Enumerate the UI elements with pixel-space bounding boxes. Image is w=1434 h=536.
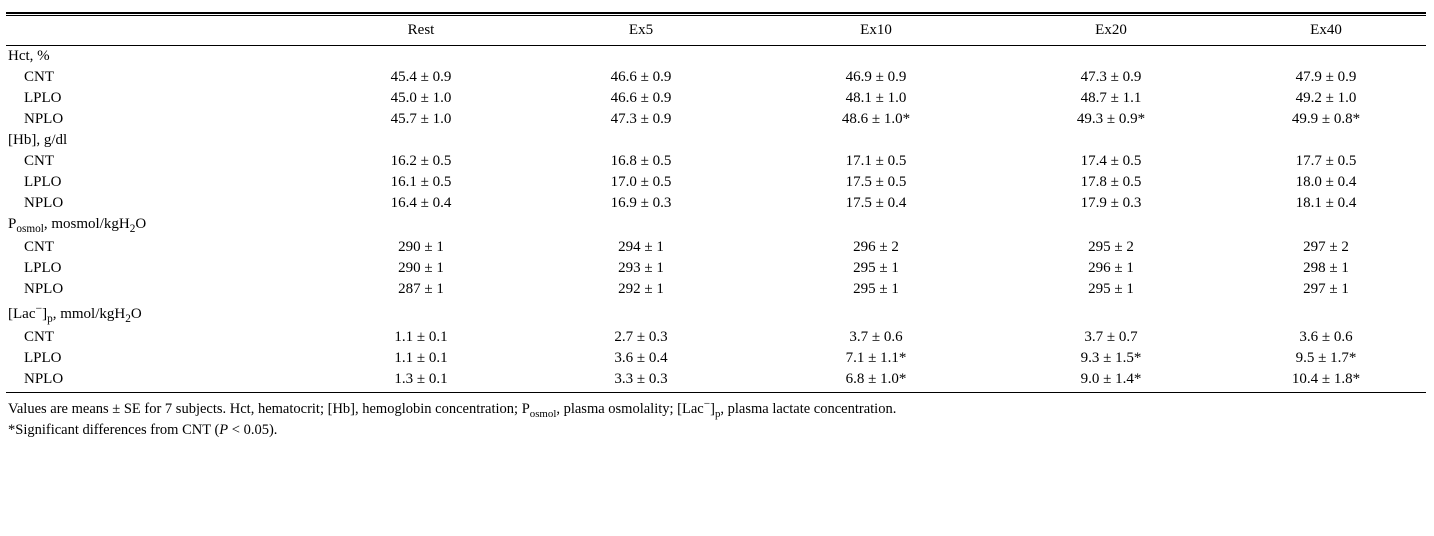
cell-value: 16.9 ± 0.3 bbox=[526, 193, 756, 214]
footnote-line1: Values are means ± SE for 7 subjects. Hc… bbox=[8, 401, 896, 417]
cell-value: 47.9 ± 0.9 bbox=[1226, 67, 1426, 88]
cell-value: 296 ± 2 bbox=[756, 237, 996, 258]
cell-value: 295 ± 2 bbox=[996, 237, 1226, 258]
cell-value: 49.2 ± 1.0 bbox=[1226, 88, 1426, 109]
cell-value: 3.7 ± 0.7 bbox=[996, 327, 1226, 348]
cell-value: 295 ± 1 bbox=[996, 279, 1226, 300]
cell-value: 16.8 ± 0.5 bbox=[526, 151, 756, 172]
group-label: [Hb], g/dl bbox=[6, 130, 1426, 151]
row-label: NPLO bbox=[6, 193, 316, 214]
cell-value: 297 ± 2 bbox=[1226, 237, 1426, 258]
cell-value: 47.3 ± 0.9 bbox=[526, 109, 756, 130]
cell-value: 17.8 ± 0.5 bbox=[996, 172, 1226, 193]
cell-value: 294 ± 1 bbox=[526, 237, 756, 258]
cell-value: 48.6 ± 1.0* bbox=[756, 109, 996, 130]
cell-value: 17.1 ± 0.5 bbox=[756, 151, 996, 172]
cell-value: 9.3 ± 1.5* bbox=[996, 348, 1226, 369]
row-label: CNT bbox=[6, 237, 316, 258]
cell-value: 3.3 ± 0.3 bbox=[526, 369, 756, 393]
cell-value: 48.7 ± 1.1 bbox=[996, 88, 1226, 109]
group-label: Posmol, mosmol/kgH2O bbox=[6, 214, 1426, 237]
row-label: LPLO bbox=[6, 348, 316, 369]
group-label: [Lac−]p, mmol/kgH2O bbox=[6, 300, 1426, 327]
row-label: NPLO bbox=[6, 279, 316, 300]
footnote-line2: *Significant differences from CNT (P < 0… bbox=[8, 422, 277, 438]
cell-value: 1.3 ± 0.1 bbox=[316, 369, 526, 393]
cell-value: 1.1 ± 0.1 bbox=[316, 348, 526, 369]
cell-value: 1.1 ± 0.1 bbox=[316, 327, 526, 348]
cell-value: 17.7 ± 0.5 bbox=[1226, 151, 1426, 172]
row-label: CNT bbox=[6, 327, 316, 348]
cell-value: 18.1 ± 0.4 bbox=[1226, 193, 1426, 214]
table-footnote: Values are means ± SE for 7 subjects. Hc… bbox=[6, 393, 1426, 441]
cell-value: 49.3 ± 0.9* bbox=[996, 109, 1226, 130]
cell-value: 7.1 ± 1.1* bbox=[756, 348, 996, 369]
cell-value: 295 ± 1 bbox=[756, 258, 996, 279]
cell-value: 297 ± 1 bbox=[1226, 279, 1426, 300]
cell-value: 6.8 ± 1.0* bbox=[756, 369, 996, 393]
data-table-wrapper: Rest Ex5 Ex10 Ex20 Ex40 Hct, %CNT45.4 ± … bbox=[6, 12, 1426, 441]
row-label: CNT bbox=[6, 67, 316, 88]
cell-value: 287 ± 1 bbox=[316, 279, 526, 300]
cell-value: 49.9 ± 0.8* bbox=[1226, 109, 1426, 130]
cell-value: 298 ± 1 bbox=[1226, 258, 1426, 279]
cell-value: 17.9 ± 0.3 bbox=[996, 193, 1226, 214]
cell-value: 2.7 ± 0.3 bbox=[526, 327, 756, 348]
cell-value: 16.2 ± 0.5 bbox=[316, 151, 526, 172]
row-label: LPLO bbox=[6, 258, 316, 279]
cell-value: 3.6 ± 0.6 bbox=[1226, 327, 1426, 348]
data-table: Rest Ex5 Ex10 Ex20 Ex40 Hct, %CNT45.4 ± … bbox=[6, 12, 1426, 393]
cell-value: 17.5 ± 0.5 bbox=[756, 172, 996, 193]
col-header-ex5: Ex5 bbox=[526, 16, 756, 46]
cell-value: 45.4 ± 0.9 bbox=[316, 67, 526, 88]
cell-value: 3.6 ± 0.4 bbox=[526, 348, 756, 369]
cell-value: 46.6 ± 0.9 bbox=[526, 88, 756, 109]
col-header-rest: Rest bbox=[316, 16, 526, 46]
table-header-row: Rest Ex5 Ex10 Ex20 Ex40 bbox=[6, 16, 1426, 46]
row-label: NPLO bbox=[6, 109, 316, 130]
col-header-ex20: Ex20 bbox=[996, 16, 1226, 46]
col-header-stub bbox=[6, 16, 316, 46]
cell-value: 293 ± 1 bbox=[526, 258, 756, 279]
cell-value: 295 ± 1 bbox=[756, 279, 996, 300]
cell-value: 47.3 ± 0.9 bbox=[996, 67, 1226, 88]
cell-value: 45.7 ± 1.0 bbox=[316, 109, 526, 130]
cell-value: 3.7 ± 0.6 bbox=[756, 327, 996, 348]
row-label: CNT bbox=[6, 151, 316, 172]
group-label: Hct, % bbox=[6, 46, 1426, 68]
cell-value: 296 ± 1 bbox=[996, 258, 1226, 279]
row-label: LPLO bbox=[6, 172, 316, 193]
cell-value: 46.6 ± 0.9 bbox=[526, 67, 756, 88]
cell-value: 48.1 ± 1.0 bbox=[756, 88, 996, 109]
cell-value: 16.4 ± 0.4 bbox=[316, 193, 526, 214]
cell-value: 290 ± 1 bbox=[316, 237, 526, 258]
cell-value: 290 ± 1 bbox=[316, 258, 526, 279]
cell-value: 9.0 ± 1.4* bbox=[996, 369, 1226, 393]
cell-value: 292 ± 1 bbox=[526, 279, 756, 300]
row-label: LPLO bbox=[6, 88, 316, 109]
cell-value: 17.4 ± 0.5 bbox=[996, 151, 1226, 172]
cell-value: 10.4 ± 1.8* bbox=[1226, 369, 1426, 393]
cell-value: 45.0 ± 1.0 bbox=[316, 88, 526, 109]
cell-value: 9.5 ± 1.7* bbox=[1226, 348, 1426, 369]
table-body: Hct, %CNT45.4 ± 0.946.6 ± 0.946.9 ± 0.94… bbox=[6, 46, 1426, 393]
cell-value: 17.0 ± 0.5 bbox=[526, 172, 756, 193]
cell-value: 16.1 ± 0.5 bbox=[316, 172, 526, 193]
col-header-ex40: Ex40 bbox=[1226, 16, 1426, 46]
col-header-ex10: Ex10 bbox=[756, 16, 996, 46]
cell-value: 46.9 ± 0.9 bbox=[756, 67, 996, 88]
cell-value: 17.5 ± 0.4 bbox=[756, 193, 996, 214]
cell-value: 18.0 ± 0.4 bbox=[1226, 172, 1426, 193]
row-label: NPLO bbox=[6, 369, 316, 393]
